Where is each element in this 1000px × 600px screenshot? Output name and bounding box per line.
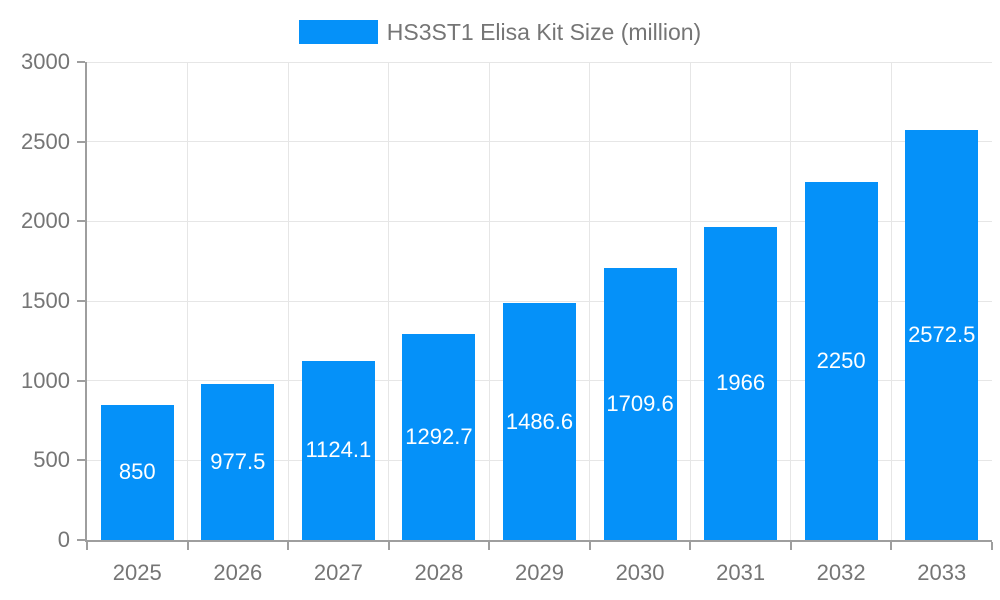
gridline (87, 61, 992, 63)
gridline (187, 62, 189, 540)
bar[interactable] (301, 360, 375, 540)
x-axis-tick (86, 542, 88, 550)
x-axis-tick (387, 542, 390, 550)
bar-value-label: 850 (118, 459, 156, 485)
legend-label: HS3ST1 Elisa Kit Size (million) (386, 18, 702, 45)
x-tick-label: 2026 (213, 560, 263, 585)
y-tick-label: 2000 (21, 208, 70, 234)
gridline (287, 62, 289, 540)
gridline (790, 62, 792, 540)
y-axis-tick (77, 140, 85, 143)
x-axis-tick (186, 542, 189, 550)
x-tick-label: 2033 (917, 560, 967, 585)
bar[interactable] (201, 384, 275, 540)
bar[interactable] (503, 303, 576, 540)
y-tick-label: 500 (33, 447, 70, 473)
x-axis-tick (689, 542, 692, 550)
x-tick-label: 2028 (414, 560, 464, 585)
y-tick-label: 3000 (21, 49, 70, 74)
gridline (488, 62, 490, 540)
gridline (689, 62, 691, 540)
bar[interactable] (402, 334, 476, 540)
x-axis-tick (890, 542, 893, 550)
bar[interactable] (603, 267, 677, 540)
x-tick-label: 2031 (716, 560, 766, 585)
x-axis-tick (991, 542, 993, 550)
x-tick-label: 2027 (313, 560, 363, 585)
bar-value-label: 1486.6 (505, 408, 574, 434)
x-axis-tick (588, 542, 591, 550)
x-tick-label: 2029 (515, 560, 564, 585)
x-tick-label: 2032 (816, 560, 866, 585)
gridline (388, 62, 390, 540)
y-axis-tick (77, 220, 85, 223)
y-axis-tick (77, 459, 85, 462)
bar[interactable] (905, 130, 979, 540)
x-tick-label: 2025 (112, 560, 162, 585)
bar-value-label: 1966 (716, 370, 766, 396)
y-axis-tick (77, 61, 85, 63)
bar-value-label: 977.5 (210, 449, 266, 475)
x-axis-tick (789, 542, 792, 550)
gridline (589, 62, 591, 540)
gridline (87, 220, 992, 222)
y-tick-label: 1500 (21, 288, 70, 313)
x-axis-tick (287, 542, 290, 550)
y-tick-label: 2500 (21, 128, 70, 154)
y-tick-label: 0 (57, 527, 70, 552)
plot-area: 0 500 1000 1500 2000 2500 3000 850 2025 977.5 2026… (21, 49, 993, 585)
bar[interactable] (804, 181, 878, 540)
bar-value-label: 1292.7 (405, 424, 473, 449)
gridline (890, 62, 892, 540)
y-axis-tick (77, 539, 85, 541)
bar-value-label: 1124.1 (305, 437, 372, 463)
y-axis-tick (77, 300, 85, 302)
chart-legend[interactable]: HS3ST1 Elisa Kit Size (million) (0, 18, 1000, 46)
gridline (87, 141, 992, 143)
bar-value-label: 1709.6 (606, 390, 674, 416)
gridline (87, 300, 992, 302)
x-axis-tick (488, 542, 491, 550)
x-tick-label: 2030 (615, 560, 665, 585)
bar-value-label: 2572.5 (908, 322, 976, 348)
y-axis-tick (77, 379, 85, 382)
bar[interactable] (100, 404, 174, 540)
y-tick-label: 1000 (21, 367, 70, 393)
bar-value-label: 2250 (816, 347, 866, 373)
bar[interactable] (704, 226, 778, 540)
legend-swatch[interactable] (298, 20, 378, 44)
